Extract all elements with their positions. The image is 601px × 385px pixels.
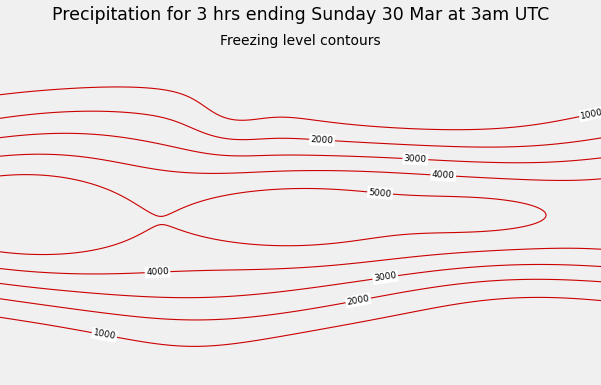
- Text: 3000: 3000: [404, 154, 427, 164]
- Text: 3000: 3000: [373, 271, 397, 283]
- Text: 2000: 2000: [310, 135, 334, 145]
- Text: 1000: 1000: [92, 328, 117, 341]
- Text: Precipitation for 3 hrs ending Sunday 30 Mar at 3am UTC: Precipitation for 3 hrs ending Sunday 30…: [52, 5, 549, 23]
- Text: 2000: 2000: [346, 294, 370, 307]
- Text: 1000: 1000: [580, 107, 601, 121]
- Text: 4000: 4000: [432, 171, 455, 181]
- Text: 5000: 5000: [368, 187, 392, 199]
- Text: 4000: 4000: [146, 267, 169, 277]
- Text: Freezing level contours: Freezing level contours: [220, 33, 381, 47]
